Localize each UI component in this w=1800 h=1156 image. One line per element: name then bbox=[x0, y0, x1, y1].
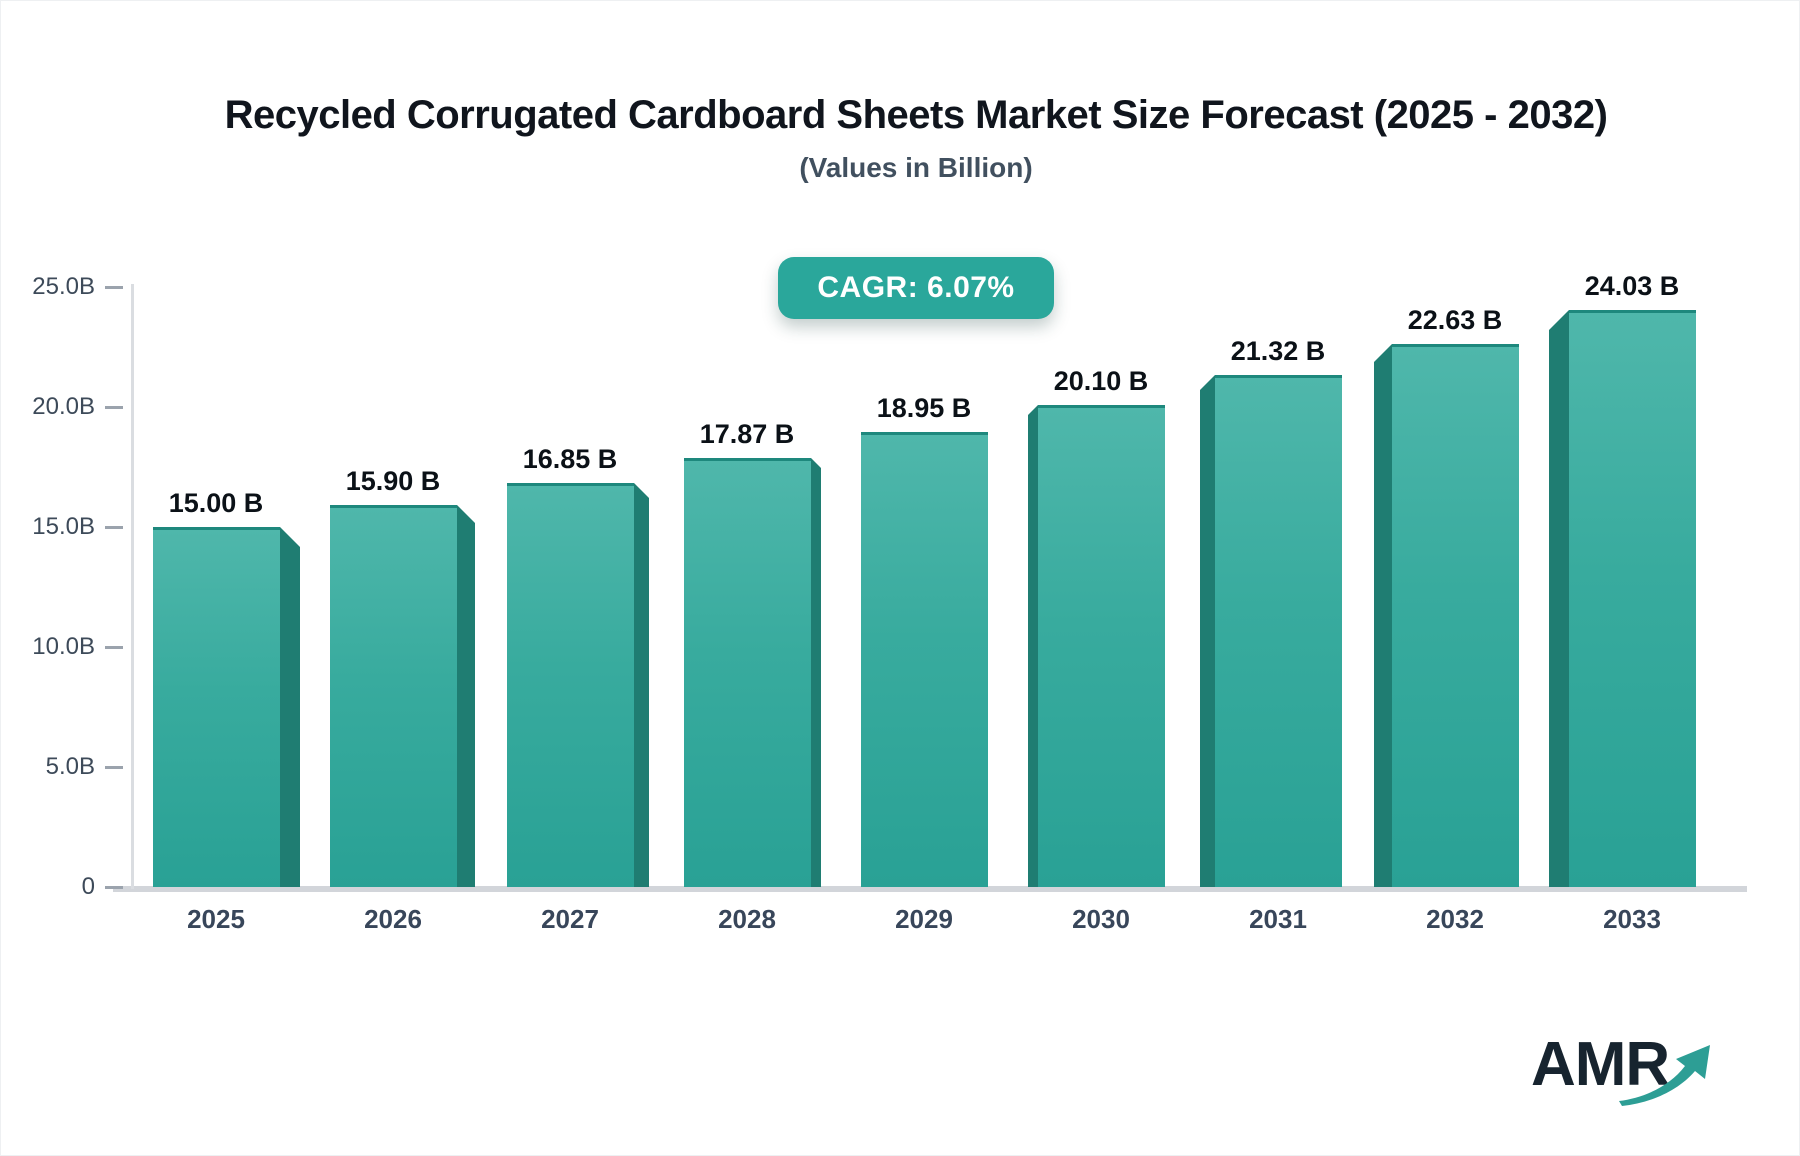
y-axis-tick-label: 15.0B bbox=[32, 513, 95, 540]
bar-2032 bbox=[1392, 344, 1519, 887]
y-axis-tick-label: 5.0B bbox=[45, 753, 95, 780]
y-axis-tick-label: 10.0B bbox=[32, 633, 95, 660]
x-axis-tick-label-2027: 2027 bbox=[541, 904, 599, 934]
x-axis-tick-label-2028: 2028 bbox=[718, 904, 776, 934]
cagr-badge-label: CAGR: 6.07% bbox=[817, 271, 1015, 304]
bar-value-label-2031: 21.32 B bbox=[1230, 336, 1326, 366]
chart-title: Recycled Corrugated Cardboard Sheets Mar… bbox=[224, 93, 1608, 137]
bar-value-label-2030: 20.10 B bbox=[1053, 366, 1149, 396]
bar-value-label-2028: 17.87 B bbox=[699, 419, 795, 449]
bar-2025 bbox=[153, 527, 280, 887]
x-axis-tick-label-2032: 2032 bbox=[1426, 904, 1484, 934]
x-axis-tick-label-2026: 2026 bbox=[364, 904, 422, 934]
bar-value-label-2032: 22.63 B bbox=[1407, 305, 1503, 335]
growth-arrow-icon bbox=[1619, 1045, 1710, 1106]
bar-2029 bbox=[861, 432, 988, 887]
chart-subtitle: (Values in Billion) bbox=[799, 152, 1033, 183]
bar-3d-side bbox=[1200, 375, 1215, 887]
bar-2028 bbox=[684, 458, 811, 887]
y-axis-tick-mark bbox=[105, 406, 123, 409]
y-axis-line bbox=[131, 284, 134, 889]
y-axis-tick-mark bbox=[105, 526, 123, 529]
bar-3d-side bbox=[280, 527, 300, 887]
bar-3d-side bbox=[1028, 405, 1038, 887]
amr-logo-text: AMR bbox=[1531, 1030, 1670, 1099]
x-axis-tick-label-2029: 2029 bbox=[895, 904, 953, 934]
bar-2030 bbox=[1038, 405, 1165, 887]
bar-value-label-2033: 24.03 B bbox=[1584, 271, 1680, 301]
chart-header: Recycled Corrugated Cardboard Sheets Mar… bbox=[33, 93, 1799, 184]
y-axis-tick-mark bbox=[105, 286, 123, 289]
y-axis-tick-mark bbox=[105, 886, 123, 889]
bar-value-label-2029: 18.95 B bbox=[876, 393, 972, 423]
bar-value-label-2026: 15.90 B bbox=[345, 466, 441, 496]
y-axis-tick-mark bbox=[105, 766, 123, 769]
bar-3d-side bbox=[1549, 310, 1569, 887]
y-axis-tick-label: 25.0B bbox=[32, 273, 95, 300]
y-axis-tick-label: 20.0B bbox=[32, 393, 95, 420]
bar-2031 bbox=[1215, 375, 1342, 887]
bar-value-label-2027: 16.85 B bbox=[522, 444, 618, 474]
y-axis-tick-label: 0 bbox=[81, 873, 95, 900]
bar-2026 bbox=[330, 505, 457, 887]
y-axis-tick-mark bbox=[105, 646, 123, 649]
bar-2027 bbox=[507, 483, 634, 887]
bar-3d-side bbox=[457, 505, 475, 887]
bar-2033 bbox=[1569, 310, 1696, 887]
bar-value-label-2025: 15.00 B bbox=[168, 488, 264, 518]
bar-3d-side bbox=[634, 483, 649, 887]
amr-logo: AMR bbox=[1531, 1029, 1711, 1119]
x-axis-tick-label-2030: 2030 bbox=[1072, 904, 1130, 934]
x-axis-tick-label-2025: 2025 bbox=[187, 904, 245, 934]
cagr-badge: CAGR: 6.07% bbox=[778, 257, 1054, 319]
bar-3d-side bbox=[1374, 344, 1392, 887]
x-axis-tick-label-2033: 2033 bbox=[1603, 904, 1661, 934]
bar-3d-side bbox=[811, 458, 821, 887]
x-axis-tick-label-2031: 2031 bbox=[1249, 904, 1307, 934]
x-axis-line bbox=[113, 886, 1747, 892]
